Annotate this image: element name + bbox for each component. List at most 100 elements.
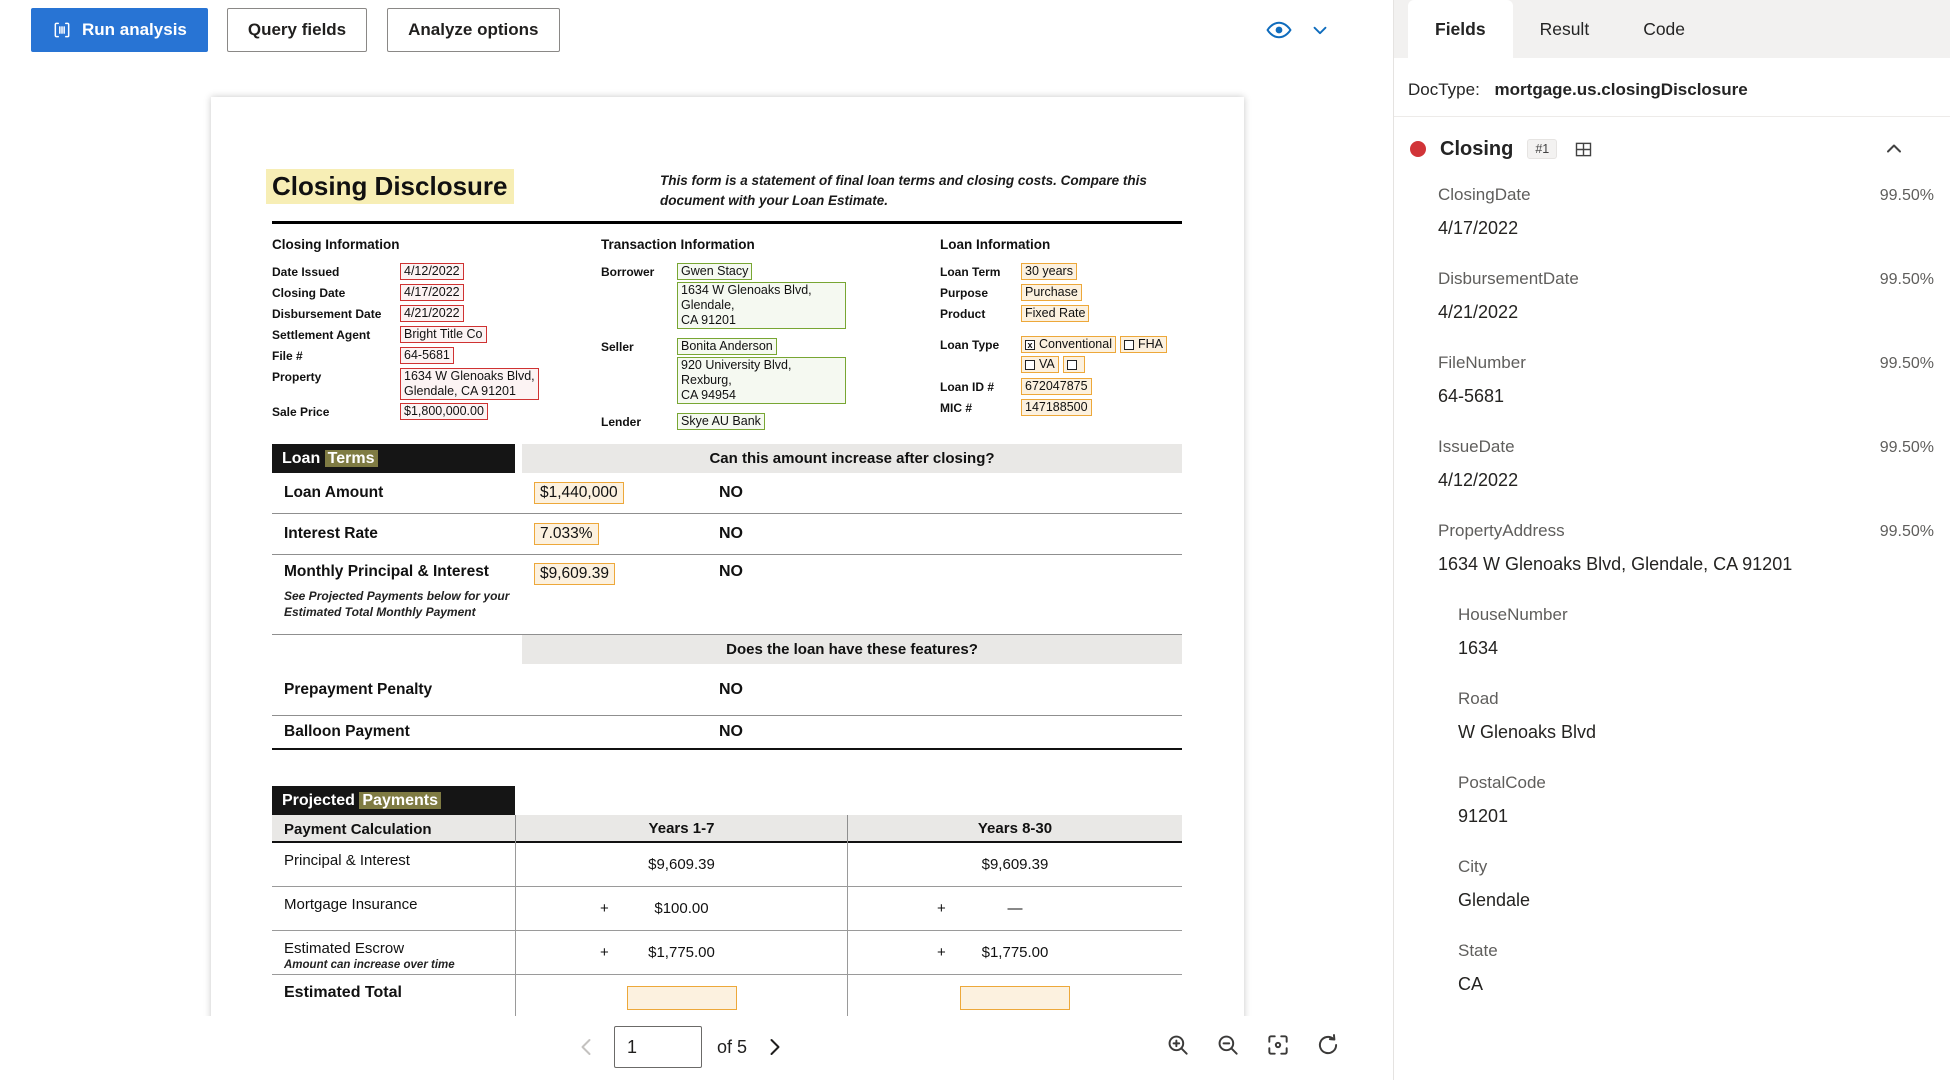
tab-code[interactable]: Code xyxy=(1643,18,1686,39)
annotation-box-red[interactable]: 64-5681 xyxy=(400,347,454,364)
closing-group-row[interactable]: Closing #1 xyxy=(1394,117,1950,175)
annotation-box-orange[interactable]: 30 years xyxy=(1021,263,1077,280)
field-row[interactable]: HouseNumber 1634 xyxy=(1438,605,1934,659)
field-name: DisbursementDate xyxy=(1438,269,1579,288)
annotation-box-red[interactable]: 4/12/2022 xyxy=(400,263,464,280)
visibility-eye-icon[interactable] xyxy=(1265,16,1293,44)
info-row-label: Loan Term xyxy=(940,265,1001,279)
field-row[interactable]: City Glendale xyxy=(1438,857,1934,911)
field-row[interactable]: FileNumber 99.50% 64-5681 xyxy=(1438,353,1934,407)
query-fields-button[interactable]: Query fields xyxy=(226,8,368,52)
analyze-options-button[interactable]: Analyze options xyxy=(387,8,560,52)
loan-type-label: Loan Type xyxy=(940,338,1000,352)
loan-information-section: Loan Information Loan Term 30 years Purp… xyxy=(940,237,1190,420)
loan-terms-header: Loan Terms xyxy=(272,444,515,473)
fit-to-page-icon[interactable] xyxy=(1265,1032,1291,1058)
info-row: Closing Date 4/17/2022 xyxy=(272,284,582,302)
red-dot-icon xyxy=(1410,141,1426,157)
group-name: Closing xyxy=(1440,137,1514,160)
annotation-box-orange[interactable] xyxy=(960,986,1070,1010)
answer-text: NO xyxy=(719,563,743,580)
doctype-row: DocType: mortgage.us.closingDisclosure xyxy=(1394,58,1950,117)
loan-id-row: Loan ID # 672047875 xyxy=(940,378,1190,396)
rotate-icon[interactable] xyxy=(1315,1032,1341,1058)
annotation-box-green[interactable]: 920 University Blvd, Rexburg, CA 94954 xyxy=(677,357,846,404)
table-view-icon[interactable] xyxy=(1573,139,1594,160)
annotation-box-red[interactable]: Bright Title Co xyxy=(400,326,487,343)
checkbox-icon: x xyxy=(1025,339,1035,350)
estimated-total-row: Estimated Total xyxy=(272,975,1182,1021)
toolbar: Run analysis Query fields Analyze option… xyxy=(0,0,1393,60)
field-name: PropertyAddress xyxy=(1438,521,1565,540)
field-row[interactable]: Road W Glenoaks Blvd xyxy=(1438,689,1934,743)
loan-terms-row: Loan Amount $1,440,000 NO xyxy=(272,473,1182,514)
pp-row-note: Amount can increase over time xyxy=(284,959,455,971)
fields-panel: Fields Result Code DocType: mortgage.us.… xyxy=(1393,0,1950,1080)
field-name: ClosingDate xyxy=(1438,185,1531,204)
tab-fields[interactable]: Fields xyxy=(1408,0,1513,58)
annotation-box-orange[interactable]: $1,440,000 xyxy=(534,482,624,504)
loan-terms-row-label: Interest Rate xyxy=(284,525,378,542)
answer-text: NO xyxy=(719,484,743,501)
annotation-box-orange[interactable]: Fixed Rate xyxy=(1021,305,1090,322)
chevron-up-icon[interactable] xyxy=(1882,137,1906,161)
annotation-box-red[interactable]: 4/21/2022 xyxy=(400,305,464,322)
annotation-box-orange[interactable]: 672047875 xyxy=(1021,378,1092,395)
field-name: City xyxy=(1458,857,1488,876)
loan-type-options: x Conventional FHA xyxy=(1021,336,1190,373)
annotation-box-red[interactable]: 1634 W Glenoaks Blvd, Glendale, CA 91201 xyxy=(400,368,539,400)
field-row[interactable]: State CA xyxy=(1438,941,1934,995)
group-index-badge: #1 xyxy=(1527,139,1558,159)
highlighted-title: Closing Disclosure xyxy=(266,169,514,204)
col-years-1-7: Years 1-7 xyxy=(515,815,847,843)
annotation-box-green[interactable]: Skye AU Bank xyxy=(677,413,765,430)
field-row[interactable]: IssueDate 99.50% 4/12/2022 xyxy=(1438,437,1934,491)
annotation-box-green[interactable]: 1634 W Glenoaks Blvd, Glendale, CA 91201 xyxy=(677,282,846,329)
info-row-label: Product xyxy=(940,307,986,321)
annotation-box-orange[interactable] xyxy=(626,986,737,1010)
tab-result[interactable]: Result xyxy=(1539,18,1590,39)
annotation-box-orange[interactable]: 7.033% xyxy=(534,523,599,545)
info-row-label: Closing Date xyxy=(272,286,346,300)
annotation-box-red[interactable]: $1,800,000.00 xyxy=(400,403,488,420)
run-analysis-label: Run analysis xyxy=(82,20,187,39)
annotation-box-green[interactable]: Gwen Stacy xyxy=(677,263,753,280)
field-confidence: 99.50% xyxy=(1879,271,1934,288)
pp-row-label: Principal & Interest xyxy=(284,852,410,869)
field-row[interactable]: ClosingDate 99.50% 4/17/2022 xyxy=(1438,185,1934,239)
annotation-box-orange[interactable] xyxy=(1062,356,1085,373)
field-value: Glendale xyxy=(1458,890,1531,910)
field-row[interactable]: DisbursementDate 99.50% 4/21/2022 xyxy=(1438,269,1934,323)
feature-row-label: Balloon Payment xyxy=(284,723,410,740)
page-number-input[interactable] xyxy=(614,1026,702,1068)
field-row[interactable]: PostalCode 91201 xyxy=(1438,773,1934,827)
field-row[interactable]: PropertyAddress 99.50% 1634 W Glenoaks B… xyxy=(1438,521,1934,575)
info-row-label: Date Issued xyxy=(272,265,340,279)
projected-payments-row: Principal & Interest $9,609.39 $9,609.39 xyxy=(272,843,1182,887)
pp-value-years-1-7: $100.00 xyxy=(654,900,709,917)
field-confidence: 99.50% xyxy=(1879,187,1934,204)
chevron-down-icon[interactable] xyxy=(1309,19,1331,41)
pp-value-years-1-7: $9,609.39 xyxy=(648,856,715,873)
header-rule xyxy=(272,221,1182,224)
annotation-box-orange[interactable]: $9,609.39 xyxy=(534,563,615,585)
previous-page-button[interactable] xyxy=(575,1035,599,1059)
zoom-in-icon[interactable] xyxy=(1165,1032,1191,1058)
annotation-box-orange[interactable]: FHA xyxy=(1119,336,1167,353)
annotation-box-orange[interactable]: 147188500 xyxy=(1021,399,1092,416)
run-analysis-button[interactable]: Run analysis xyxy=(31,8,208,52)
zoom-out-icon[interactable] xyxy=(1215,1032,1241,1058)
info-row: Sale Price $1,800,000.00 xyxy=(272,403,582,421)
annotation-box-green[interactable]: Bonita Anderson xyxy=(677,338,777,355)
annotation-box-red[interactable]: 4/17/2022 xyxy=(400,284,464,301)
annotation-box-orange[interactable]: VA xyxy=(1021,356,1059,373)
info-row: Borrower Gwen Stacy 1634 W Glenoaks Blvd… xyxy=(601,263,846,329)
next-page-button[interactable] xyxy=(762,1035,786,1059)
checkbox-icon xyxy=(1066,359,1077,370)
info-row: Lender Skye AU Bank xyxy=(601,413,846,430)
highlighted-word: Terms xyxy=(324,450,378,467)
annotation-box-orange[interactable]: x Conventional xyxy=(1021,336,1116,353)
annotation-box-orange[interactable]: Purchase xyxy=(1021,284,1082,301)
loan-terms-row: Interest Rate 7.033% NO xyxy=(272,514,1182,555)
pp-value-years-8-30: $9,609.39 xyxy=(981,856,1049,873)
